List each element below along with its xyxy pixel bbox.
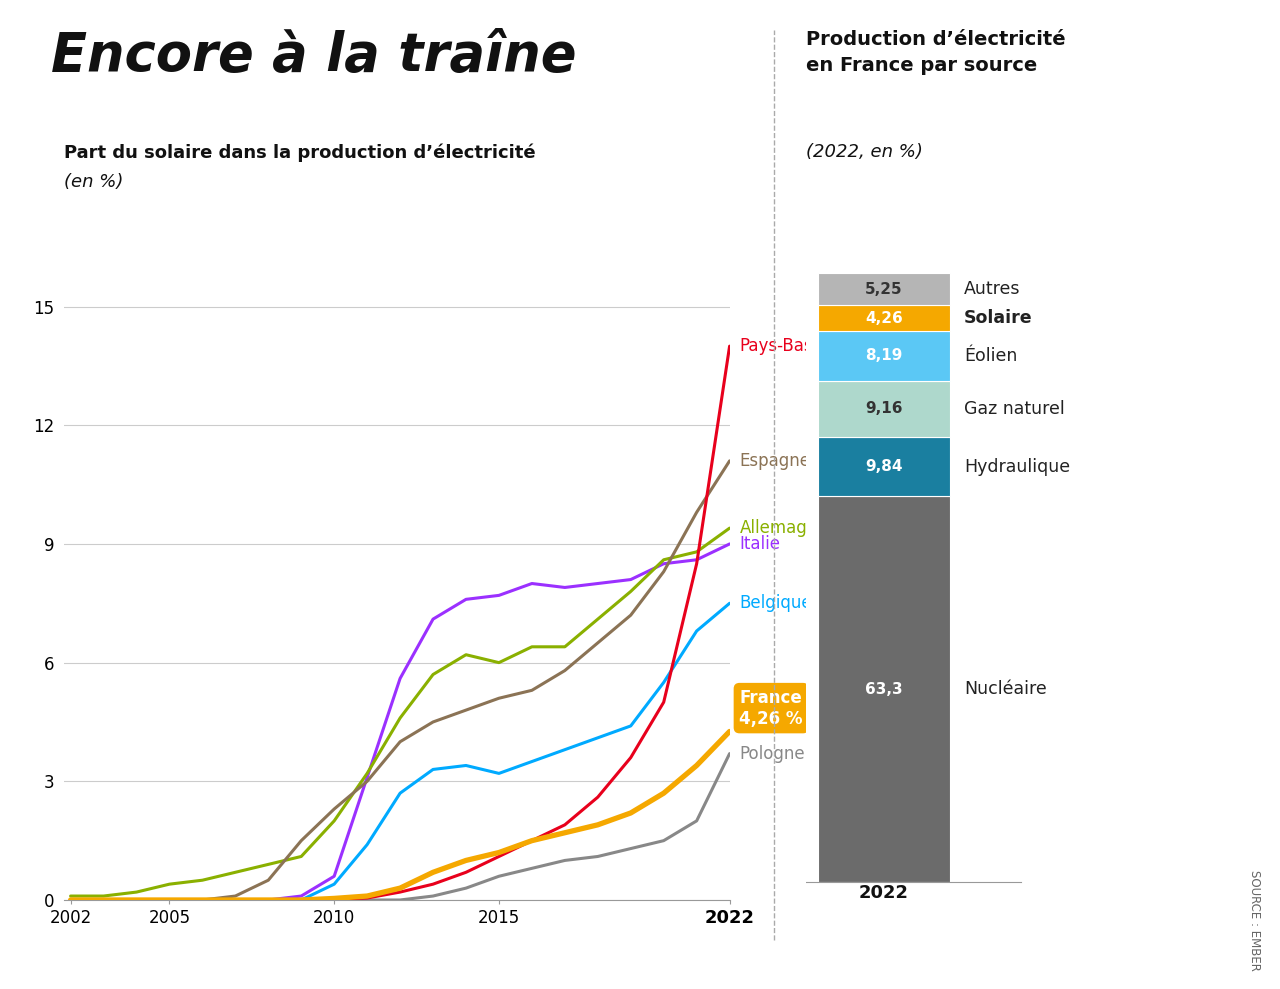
Bar bbox=[818, 496, 950, 882]
Text: France
4,26 %: France 4,26 % bbox=[740, 688, 803, 728]
Text: 8,19: 8,19 bbox=[865, 348, 902, 363]
Text: Encore à la traîne: Encore à la traîne bbox=[51, 30, 577, 82]
Text: Pays-Bas: Pays-Bas bbox=[740, 337, 813, 355]
Text: 9,84: 9,84 bbox=[865, 459, 902, 474]
Text: Pologne: Pologne bbox=[740, 745, 805, 763]
Text: Italie: Italie bbox=[740, 535, 781, 553]
Text: (en %): (en %) bbox=[64, 173, 123, 191]
Text: Belgique: Belgique bbox=[740, 594, 812, 612]
Text: Espagne: Espagne bbox=[740, 452, 810, 470]
Text: Production d’électricité
en France par source: Production d’électricité en France par s… bbox=[806, 30, 1066, 75]
Text: 9,16: 9,16 bbox=[865, 402, 902, 416]
Bar bbox=[818, 436, 950, 496]
Text: (2022, en %): (2022, en %) bbox=[806, 143, 923, 161]
Text: 4,26: 4,26 bbox=[865, 311, 902, 325]
Text: 5,25: 5,25 bbox=[865, 282, 902, 297]
Text: Gaz naturel: Gaz naturel bbox=[964, 400, 1065, 417]
Text: Éolien: Éolien bbox=[964, 347, 1018, 365]
Text: 63,3: 63,3 bbox=[865, 681, 902, 696]
Text: Solaire: Solaire bbox=[964, 309, 1033, 327]
Bar bbox=[818, 381, 950, 436]
Text: Autres: Autres bbox=[964, 280, 1020, 298]
Text: SOURCE : EMBER: SOURCE : EMBER bbox=[1248, 870, 1261, 971]
Text: Nucléaire: Nucléaire bbox=[964, 680, 1047, 698]
Bar bbox=[818, 331, 950, 381]
Bar bbox=[818, 305, 950, 331]
Text: Allemagne: Allemagne bbox=[740, 519, 828, 537]
Bar bbox=[818, 273, 950, 305]
Text: 2022: 2022 bbox=[859, 884, 909, 902]
Text: Hydraulique: Hydraulique bbox=[964, 458, 1070, 476]
Text: Part du solaire dans la production d’électricité: Part du solaire dans la production d’éle… bbox=[64, 143, 535, 162]
